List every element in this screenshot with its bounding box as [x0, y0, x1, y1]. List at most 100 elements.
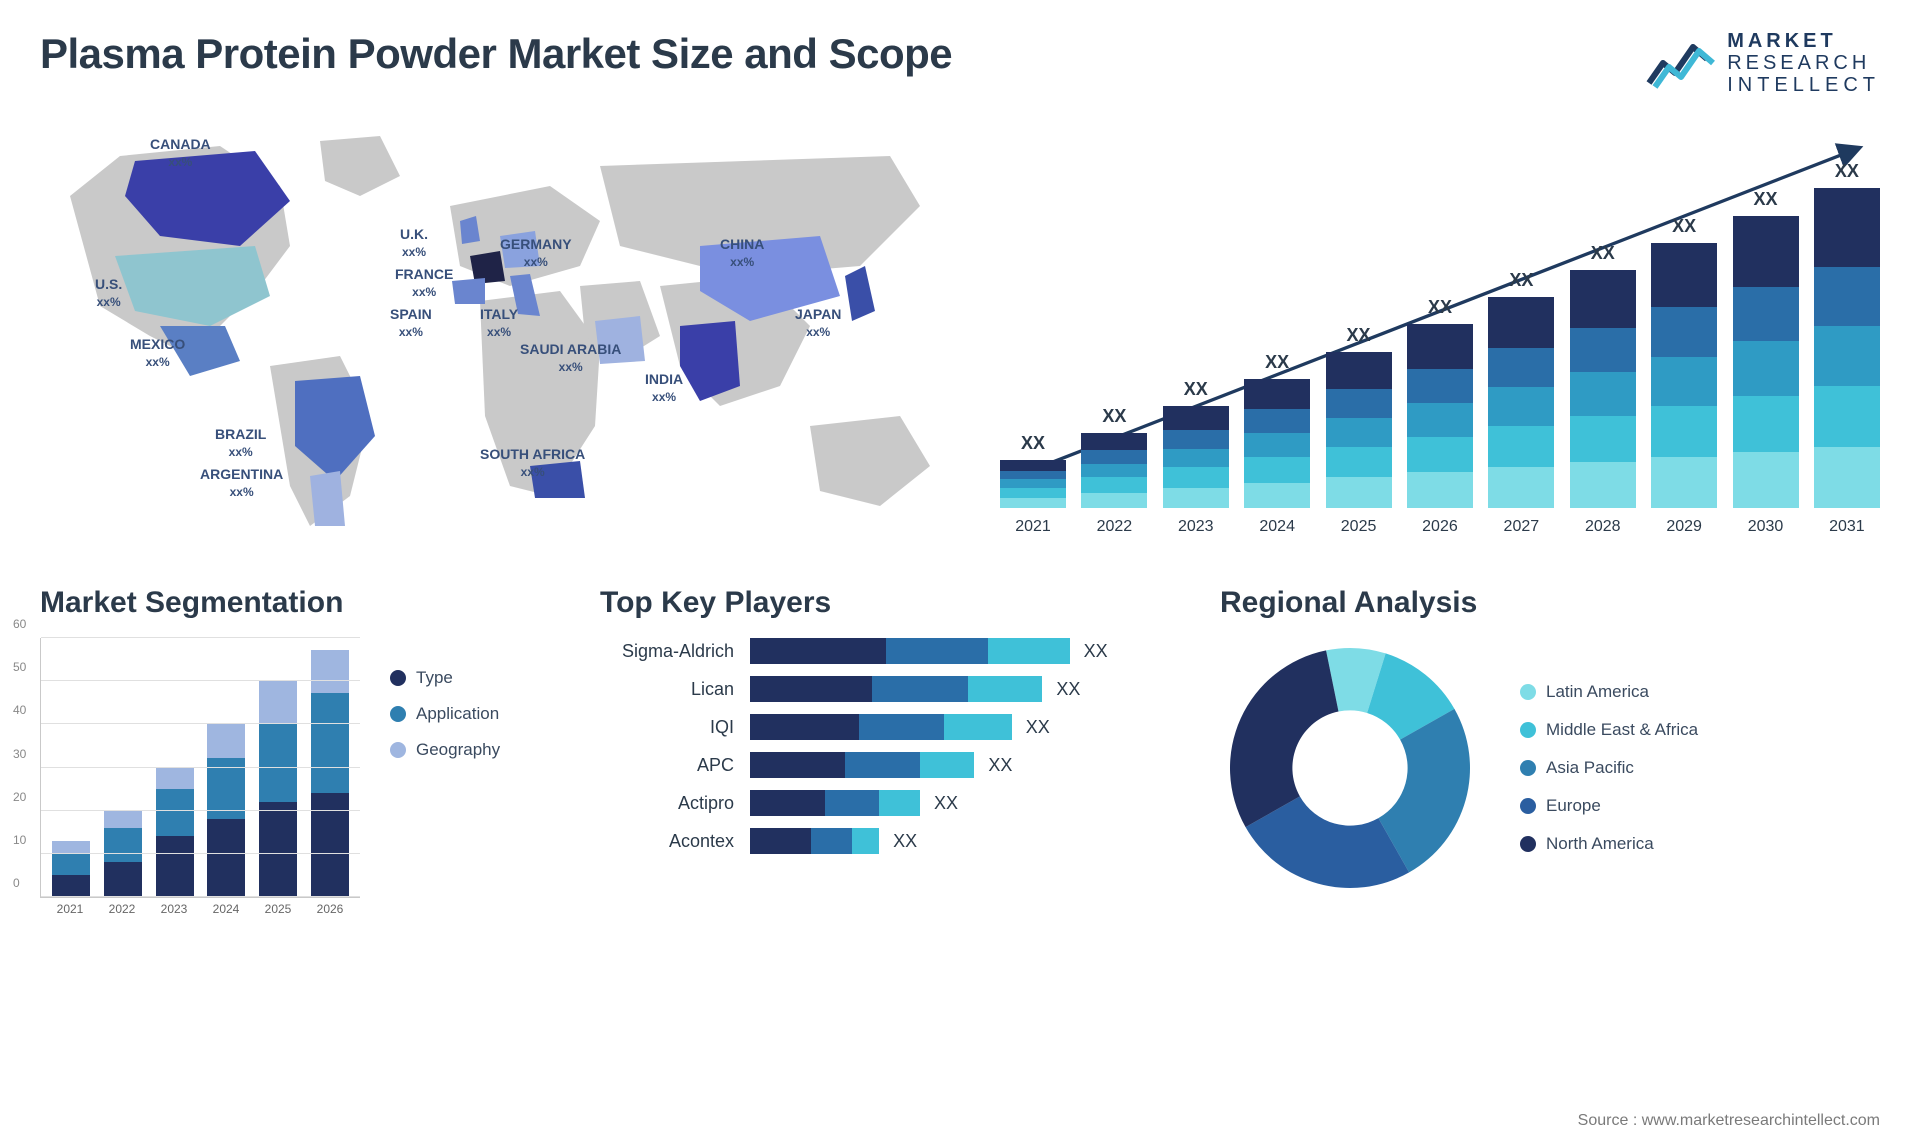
seg-bar-2021	[52, 841, 90, 897]
seg-year-label: 2022	[103, 902, 141, 916]
legend-label: North America	[1546, 834, 1654, 854]
forecast-bar-segment	[1000, 479, 1066, 488]
map-label-mexico: MEXICOxx%	[130, 336, 185, 370]
bottom-row: Market Segmentation 0102030405060 202120…	[40, 586, 1880, 916]
key-player-bar	[750, 638, 1070, 664]
top-row: CANADAxx%U.S.xx%MEXICOxx%BRAZILxx%ARGENT…	[40, 126, 1880, 536]
forecast-bar-segment	[1407, 369, 1473, 403]
seg-gridline	[41, 767, 360, 768]
forecast-bar-value: XX	[1347, 325, 1371, 346]
seg-gridline	[41, 853, 360, 854]
logo-line-2: RESEARCH	[1727, 52, 1880, 74]
forecast-bar-value: XX	[1265, 352, 1289, 373]
forecast-bar-segment	[1651, 357, 1717, 406]
map-country-india	[680, 321, 740, 401]
forecast-bar-segment	[1326, 389, 1392, 418]
seg-bar-segment	[207, 819, 245, 897]
legend-swatch-icon	[1520, 722, 1536, 738]
regional-title: Regional Analysis	[1220, 586, 1880, 620]
key-player-label: Sigma-Aldrich	[600, 641, 750, 662]
forecast-bar-2028: XX	[1570, 243, 1636, 508]
map-label-u-s-: U.S.xx%	[95, 276, 122, 310]
segmentation-legend: Type Application Geography	[390, 638, 500, 760]
key-player-bar	[750, 714, 1012, 740]
legend-label: Europe	[1546, 796, 1601, 816]
map-label-brazil: BRAZILxx%	[215, 426, 266, 460]
forecast-bar-segment	[1407, 324, 1473, 368]
seg-bar-segment	[156, 789, 194, 837]
key-player-label: APC	[600, 755, 750, 776]
forecast-bar-segment	[1244, 483, 1310, 509]
key-player-bar-segment	[852, 828, 879, 854]
forecast-bar-segment	[1570, 416, 1636, 462]
key-player-bar-segment	[920, 752, 974, 778]
seg-bar-segment	[52, 841, 90, 854]
key-player-value: XX	[893, 831, 917, 852]
seg-bar-segment	[259, 802, 297, 897]
seg-legend-item: Application	[390, 704, 500, 724]
forecast-bar-segment	[1651, 307, 1717, 356]
forecast-bar-segment	[1570, 328, 1636, 372]
forecast-bar-segment	[1081, 493, 1147, 508]
forecast-bar-2029: XX	[1651, 216, 1717, 508]
seg-legend-item: Type	[390, 668, 500, 688]
key-player-row: LicanXX	[600, 676, 1160, 702]
map-label-china: CHINAxx%	[720, 236, 764, 270]
forecast-bar-segment	[1733, 216, 1799, 287]
logo-line-3: INTELLECT	[1727, 74, 1880, 96]
forecast-bar-segment	[1163, 467, 1229, 487]
legend-label: Geography	[416, 740, 500, 760]
legend-swatch-icon	[1520, 836, 1536, 852]
legend-swatch-icon	[1520, 798, 1536, 814]
page-title: Plasma Protein Powder Market Size and Sc…	[40, 30, 952, 78]
forecast-bar-segment	[1163, 430, 1229, 449]
key-player-value: XX	[1056, 679, 1080, 700]
seg-bar-segment	[156, 836, 194, 897]
forecast-bar-segment	[1570, 372, 1636, 416]
forecast-bar-segment	[1814, 188, 1880, 266]
forecast-bar-2027: XX	[1488, 270, 1554, 508]
key-players-panel: Top Key Players Sigma-AldrichXXLicanXXIQ…	[600, 586, 1160, 916]
forecast-year-label: 2030	[1733, 518, 1799, 536]
seg-year-label: 2026	[311, 902, 349, 916]
forecast-year-label: 2027	[1488, 518, 1554, 536]
forecast-year-label: 2025	[1326, 518, 1392, 536]
map-label-u-k-: U.K.xx%	[400, 226, 428, 260]
world-map-panel: CANADAxx%U.S.xx%MEXICOxx%BRAZILxx%ARGENT…	[40, 126, 960, 536]
forecast-bar-segment	[1326, 418, 1392, 447]
legend-swatch-icon	[390, 706, 406, 722]
regional-panel: Regional Analysis Latin AmericaMiddle Ea…	[1220, 586, 1880, 916]
key-player-bar	[750, 790, 920, 816]
forecast-bar-segment	[1081, 450, 1147, 464]
forecast-bar-value: XX	[1102, 406, 1126, 427]
seg-legend-item: Geography	[390, 740, 500, 760]
forecast-bar-segment	[1570, 462, 1636, 508]
forecast-bar-2025: XX	[1326, 325, 1392, 508]
forecast-bar-value: XX	[1428, 297, 1452, 318]
forecast-bar-segment	[1000, 471, 1066, 480]
seg-gridline	[41, 810, 360, 811]
forecast-bar-segment	[1244, 409, 1310, 433]
map-label-saudi-arabia: SAUDI ARABIAxx%	[520, 341, 621, 375]
key-player-bar-segment	[750, 828, 811, 854]
map-country-japan	[845, 266, 875, 321]
seg-ytick: 40	[13, 703, 26, 717]
brand-logo: MARKET RESEARCH INTELLECT	[1645, 30, 1880, 96]
forecast-year-label: 2028	[1570, 518, 1636, 536]
forecast-bar-value: XX	[1021, 433, 1045, 454]
key-player-value: XX	[988, 755, 1012, 776]
key-player-value: XX	[1084, 641, 1108, 662]
seg-gridline	[41, 637, 360, 638]
map-label-italy: ITALYxx%	[480, 306, 518, 340]
forecast-bar-value: XX	[1591, 243, 1615, 264]
logo-text: MARKET RESEARCH INTELLECT	[1727, 30, 1880, 96]
regional-legend-item: Latin America	[1520, 682, 1698, 702]
map-label-japan: JAPANxx%	[795, 306, 841, 340]
key-player-label: IQI	[600, 717, 750, 738]
key-player-bar-segment	[886, 638, 988, 664]
forecast-bar-value: XX	[1835, 161, 1859, 182]
legend-swatch-icon	[390, 742, 406, 758]
seg-bar-2025	[259, 680, 297, 897]
key-player-bar-segment	[845, 752, 920, 778]
forecast-bar-segment	[1326, 352, 1392, 389]
